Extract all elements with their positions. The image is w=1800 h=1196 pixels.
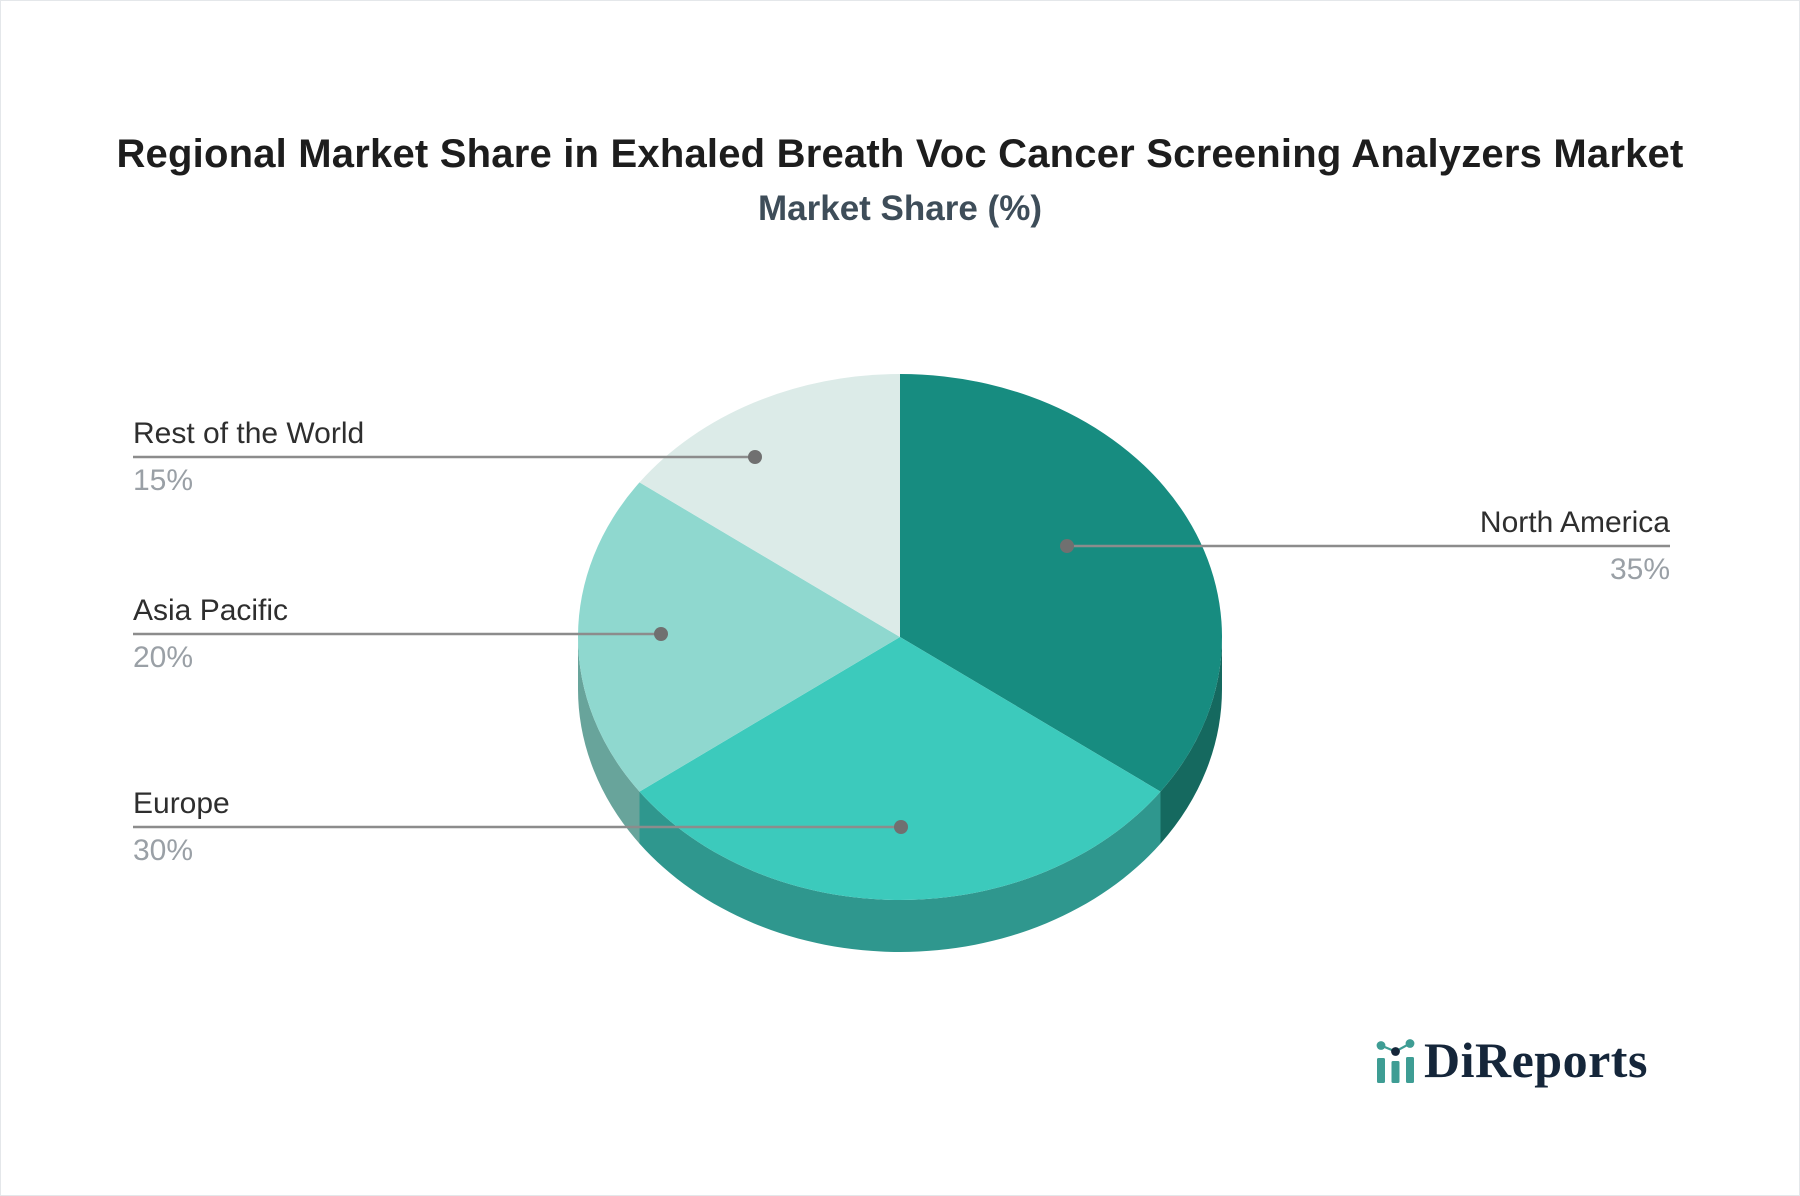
chart-subtitle: Market Share (%)	[758, 189, 1042, 228]
slice-label: Europe	[133, 787, 230, 820]
slice-label: North America	[1479, 506, 1670, 539]
pie-slice-side-north-america	[1160, 637, 1222, 844]
pie-slice-asia-pacific[interactable]	[577, 482, 900, 792]
slice-percent: 20%	[133, 641, 194, 674]
pie-slice-rest-of-the-world[interactable]	[639, 374, 901, 637]
direports-logo: DiReports	[1376, 1032, 1648, 1088]
pie-slice-north-america[interactable]	[900, 374, 1223, 792]
pie-slice-side-europe	[639, 791, 1161, 953]
leader-dot-europe	[894, 820, 908, 834]
annotation-europe: Europe 30%	[133, 787, 901, 868]
annotation-rest-of-the-world: Rest of the World 15%	[133, 417, 755, 498]
leader-dot-asia-pacific	[654, 627, 668, 641]
slice-label: Asia Pacific	[133, 594, 289, 627]
chart-title: Regional Market Share in Exhaled Breath …	[116, 132, 1684, 176]
slice-percent: 35%	[1609, 553, 1670, 586]
pie-slice-side-asia-pacific	[578, 637, 640, 844]
annotation-north-america: North America 35%	[1067, 506, 1670, 587]
leader-dot-rest-of-the-world	[748, 450, 762, 464]
slice-percent: 15%	[133, 464, 194, 497]
logo-text: DiReports	[1424, 1032, 1648, 1088]
pie-slice-europe[interactable]	[639, 637, 1161, 901]
annotation-asia-pacific: Asia Pacific 20%	[133, 594, 661, 675]
bar-line-chart-icon	[1376, 1039, 1415, 1083]
leader-dot-north-america	[1060, 539, 1074, 553]
slice-percent: 30%	[133, 834, 194, 867]
slice-label: Rest of the World	[133, 417, 365, 450]
